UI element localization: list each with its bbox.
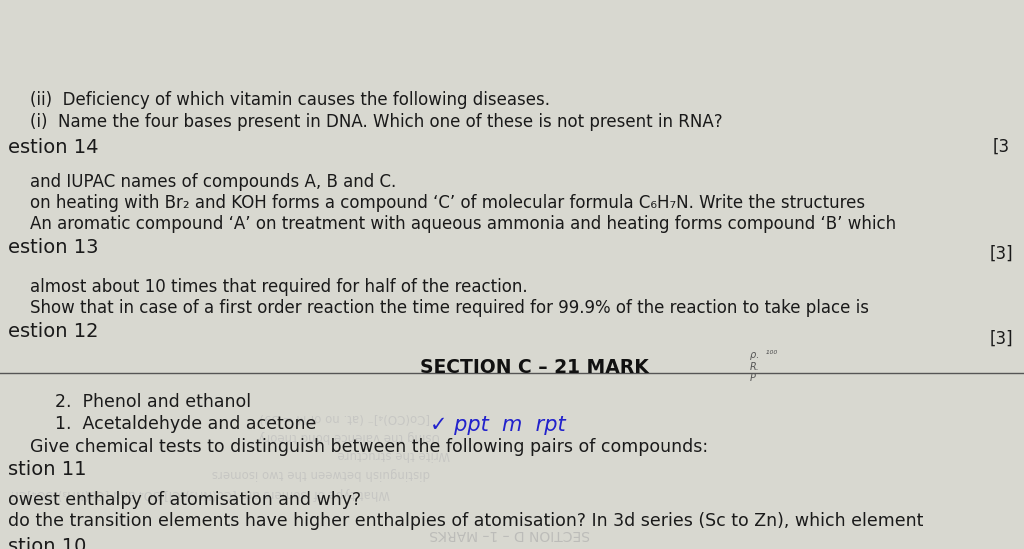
Text: estion 13: estion 13 [8,238,98,257]
Text: distinguish between the two isomers: distinguish between the two isomers [212,467,430,480]
Text: SECTION C – 21 MARK: SECTION C – 21 MARK [420,358,649,377]
Text: An aromatic compound ‘A’ on treatment with aqueous ammonia and heating forms com: An aromatic compound ‘A’ on treatment wi… [30,215,896,233]
Text: [3]: [3] [990,330,1014,348]
Text: [Co(CO)₄]⁻ (at. no of M = 39): [Co(CO)₄]⁻ (at. no of M = 39) [259,411,430,424]
Text: [3]: [3] [990,245,1014,263]
Text: owest enthalpy of atomisation and why?: owest enthalpy of atomisation and why? [8,491,361,509]
Text: estion 14: estion 14 [8,138,98,157]
Text: What type of isomers are [Co(NH₃)₅Cl] SO₄ and [Co(NH₃)₅SO₄]Cl?: What type of isomers are [Co(NH₃)₅Cl] SO… [9,487,390,500]
Text: Give chemical tests to distinguish between the following pairs of compounds:: Give chemical tests to distinguish betwe… [30,438,709,456]
Text: [3: [3 [993,138,1010,156]
Text: SECTION D – 1– MARKS: SECTION D – 1– MARKS [429,527,590,541]
Text: 1.  Acetaldehyde and acetone: 1. Acetaldehyde and acetone [55,415,316,433]
Text: ✓ ppt  m  rpt: ✓ ppt m rpt [430,415,565,435]
Text: almost about 10 times that required for half of the reaction.: almost about 10 times that required for … [30,278,527,296]
Text: ρ.  ¹⁰⁰
R.
P: ρ. ¹⁰⁰ R. P [750,350,777,383]
Text: Using the valence bond theory: Using the valence bond theory [258,430,440,443]
Text: and IUPAC names of compounds A, B and C.: and IUPAC names of compounds A, B and C. [30,173,396,191]
Text: 2.  Phenol and ethanol: 2. Phenol and ethanol [55,393,251,411]
Text: stion 11: stion 11 [8,460,86,479]
Text: (ii)  Deficiency of which vitamin causes the following diseases.: (ii) Deficiency of which vitamin causes … [30,91,550,109]
Text: do the transition elements have higher enthalpies of atomisation? In 3d series (: do the transition elements have higher e… [8,512,924,530]
Text: (i)  Name the four bases present in DNA. Which one of these is not present in RN: (i) Name the four bases present in DNA. … [30,113,723,131]
Text: Write the structure: Write the structure [338,448,450,461]
Text: Show that in case of a first order reaction the time required for 99.9% of the r: Show that in case of a first order react… [30,299,869,317]
Text: stion 10: stion 10 [8,537,86,549]
Text: estion 12: estion 12 [8,322,98,341]
Text: on heating with Br₂ and KOH forms a compound ‘C’ of molecular formula C₆H₇N. Wri: on heating with Br₂ and KOH forms a comp… [30,194,865,212]
